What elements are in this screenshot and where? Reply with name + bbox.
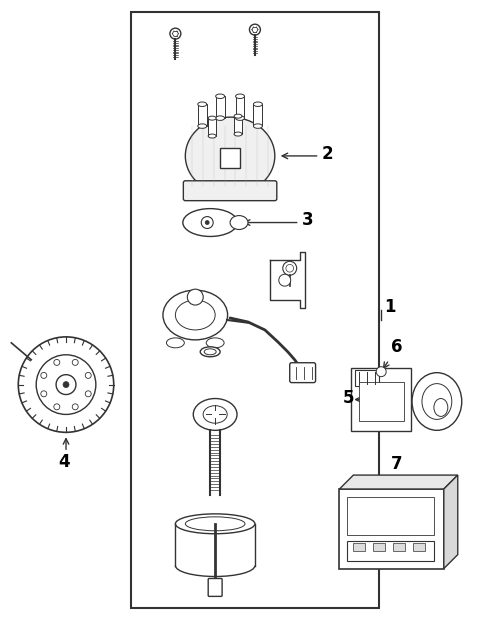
Polygon shape — [269, 252, 304, 308]
Circle shape — [85, 391, 91, 397]
Bar — [235, 96, 244, 118]
Ellipse shape — [208, 134, 216, 138]
Ellipse shape — [235, 116, 244, 120]
Bar — [253, 104, 262, 126]
Ellipse shape — [193, 399, 237, 430]
FancyBboxPatch shape — [208, 578, 222, 597]
Ellipse shape — [215, 94, 224, 99]
Ellipse shape — [411, 373, 461, 430]
Bar — [393, 543, 404, 550]
Circle shape — [85, 372, 91, 379]
Ellipse shape — [197, 124, 206, 128]
Polygon shape — [339, 475, 457, 489]
Bar — [353, 543, 364, 550]
Circle shape — [249, 24, 260, 35]
Bar — [347, 541, 433, 561]
Circle shape — [41, 391, 46, 397]
Circle shape — [278, 274, 290, 286]
Circle shape — [54, 404, 60, 410]
Bar — [234, 116, 242, 134]
Ellipse shape — [208, 116, 216, 120]
Text: 4: 4 — [58, 453, 70, 471]
Circle shape — [54, 360, 60, 365]
Ellipse shape — [235, 94, 244, 99]
Ellipse shape — [421, 384, 451, 420]
Ellipse shape — [197, 102, 206, 106]
Circle shape — [169, 28, 181, 39]
Circle shape — [36, 355, 96, 415]
Bar — [412, 543, 424, 550]
Bar — [130, 12, 378, 609]
Ellipse shape — [185, 517, 244, 531]
Text: 2: 2 — [321, 145, 333, 163]
Bar — [197, 104, 206, 126]
Circle shape — [201, 217, 213, 229]
Circle shape — [205, 221, 209, 224]
Circle shape — [285, 264, 293, 272]
Ellipse shape — [206, 338, 224, 348]
Ellipse shape — [182, 209, 237, 236]
Bar — [347, 497, 433, 535]
Bar — [373, 543, 384, 550]
Ellipse shape — [200, 347, 220, 357]
FancyBboxPatch shape — [183, 181, 276, 201]
Ellipse shape — [253, 124, 262, 128]
Ellipse shape — [204, 349, 216, 355]
Circle shape — [63, 382, 69, 387]
Circle shape — [282, 261, 296, 275]
Ellipse shape — [175, 514, 255, 534]
Text: 3: 3 — [301, 210, 313, 229]
Ellipse shape — [253, 102, 262, 106]
Text: 1: 1 — [383, 298, 395, 316]
Ellipse shape — [185, 117, 274, 195]
Bar — [215, 96, 224, 118]
Bar — [339, 489, 443, 569]
Bar — [220, 148, 240, 168]
Polygon shape — [443, 475, 457, 569]
Text: 6: 6 — [390, 337, 402, 356]
Ellipse shape — [163, 290, 227, 340]
Circle shape — [187, 289, 203, 305]
Ellipse shape — [234, 132, 242, 136]
Bar — [208, 118, 216, 136]
FancyBboxPatch shape — [289, 363, 315, 382]
Bar — [355, 370, 378, 386]
Ellipse shape — [229, 216, 247, 229]
Circle shape — [376, 367, 385, 377]
Ellipse shape — [433, 399, 447, 416]
Ellipse shape — [175, 300, 215, 330]
Ellipse shape — [234, 114, 242, 118]
Polygon shape — [350, 368, 410, 431]
Ellipse shape — [203, 406, 227, 423]
Ellipse shape — [215, 116, 224, 120]
Circle shape — [72, 404, 78, 410]
Circle shape — [72, 360, 78, 365]
Text: 7: 7 — [390, 455, 402, 473]
Text: 5: 5 — [342, 389, 354, 406]
Circle shape — [18, 337, 114, 432]
Bar — [359, 382, 403, 422]
Circle shape — [41, 372, 46, 379]
Ellipse shape — [166, 338, 184, 348]
Circle shape — [56, 375, 76, 394]
